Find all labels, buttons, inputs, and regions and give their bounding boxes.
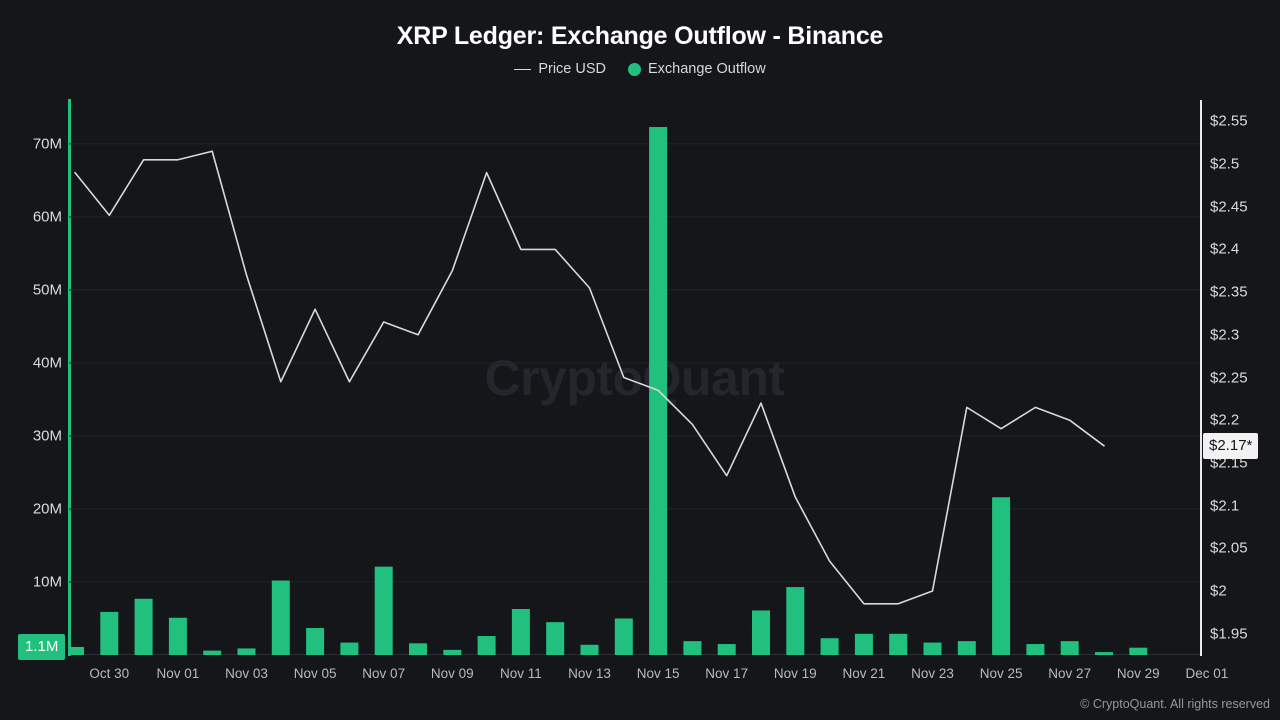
bar[interactable] [409,643,427,655]
bar[interactable] [271,580,290,655]
x-axis-tick-label: Nov 09 [430,666,474,681]
x-axis-tick-label: Nov 25 [979,666,1023,681]
bar[interactable] [854,633,873,655]
right-axis-tick-label: $2.05 [1210,539,1248,557]
bar[interactable] [820,638,839,655]
left-axis-tick-label: 40M [32,354,62,372]
bar[interactable] [957,641,976,655]
right-axis-tick-label: $2.3 [1210,326,1240,344]
right-axis-tick-label: $2 [1210,582,1227,600]
x-axis-tick-label: Oct 30 [89,666,130,681]
left-axis-tick-label: 20M [32,500,62,518]
bar[interactable] [443,649,462,655]
bar[interactable] [168,617,187,655]
bar[interactable] [1095,652,1113,655]
right-axis-tick-label: $2.45 [1210,198,1248,216]
bar[interactable] [511,608,530,655]
x-axis-tick-label: Nov 29 [1116,666,1160,681]
left-axis-tick-label: 30M [32,427,62,445]
copyright-note: © CryptoQuant. All rights reserved [1080,697,1270,711]
right-price-axis: $1.95 $2 $2.05 $2.1 $2.15 $2.2 $2.25 $2.3 $2.35 $… [1210,0,1280,720]
bar[interactable] [237,648,256,655]
bar[interactable] [752,610,770,655]
line-swatch-icon [514,68,532,70]
right-axis-tick-label: $2.35 [1210,283,1248,301]
x-axis-tick-label: Nov 21 [842,666,886,681]
bar[interactable] [992,497,1011,655]
x-axis-tick-label: Nov 27 [1048,666,1092,681]
bar[interactable] [69,646,84,655]
right-axis-tick-label: $2.2 [1210,411,1240,429]
price-line[interactable] [74,150,1105,605]
bar[interactable] [1026,644,1045,655]
current-price-badge: $2.17* [1203,432,1259,459]
legend-item-price-usd[interactable]: Price USD [514,61,606,77]
right-axis-tick-label: $2.1 [1210,497,1240,515]
left-value-axis: 10M 20M 30M 40M 50M 60M 70M [0,0,62,720]
bar[interactable] [374,566,393,655]
left-axis-spine [68,99,71,656]
legend-label-price-usd: Price USD [538,61,606,77]
bar[interactable] [100,611,119,655]
bar[interactable] [923,642,942,655]
x-axis-tick-label: Nov 13 [568,666,611,681]
bar[interactable] [306,627,325,655]
bar[interactable] [614,618,633,655]
right-axis-tick-label: $2.55 [1210,112,1248,130]
bar[interactable] [580,644,599,655]
x-axis-tick-label: Dec 01 [1185,666,1229,681]
bar[interactable] [546,622,565,655]
left-axis-tick-label: 50M [32,281,62,299]
bar[interactable] [134,598,153,655]
x-axis-tick-label: Nov 07 [362,666,406,681]
x-axis-tick-label: Nov 05 [293,666,337,681]
chart-canvas [69,127,1200,655]
bar[interactable] [717,644,736,655]
dot-swatch-icon [628,62,641,76]
bar[interactable] [477,636,496,655]
left-axis-tick-label: 60M [32,208,62,226]
right-axis-tick-label: $2.4 [1210,240,1240,258]
bar[interactable] [786,587,805,655]
x-axis-tick-label: Nov 23 [911,666,954,681]
x-axis-tick-label: Nov 15 [636,666,680,681]
left-axis-value-badge: 1.1M [18,633,66,660]
chart-legend: Price USD Exchange Outflow [0,61,1280,77]
x-axis-tick-label: Nov 11 [500,666,542,681]
right-axis-tick-label: $1.95 [1210,625,1248,643]
left-axis-tick-label: 70M [32,135,62,153]
bar[interactable] [683,641,702,655]
right-axis-tick-label: $2.25 [1210,369,1248,386]
x-axis-tick-label: Nov 03 [225,666,268,681]
left-axis-tick-label: 10M [32,573,62,591]
x-axis-tick-label: Nov 01 [156,666,200,681]
bar[interactable] [1060,641,1079,655]
bar[interactable] [1129,647,1148,655]
bar[interactable] [889,633,908,655]
x-axis-tick-label: Nov 19 [773,666,817,681]
right-axis-tick-label: $2.5 [1210,155,1240,173]
legend-label-exchange-outflow: Exchange Outflow [648,61,766,77]
x-axis-tick-label: Nov 17 [705,666,749,681]
legend-item-exchange-outflow[interactable]: Exchange Outflow [628,61,766,77]
page-title: XRP Ledger: Exchange Outflow - Binance [396,22,884,50]
right-axis-spine [1200,100,1202,656]
bar[interactable] [340,642,359,655]
bar[interactable] [203,650,222,655]
